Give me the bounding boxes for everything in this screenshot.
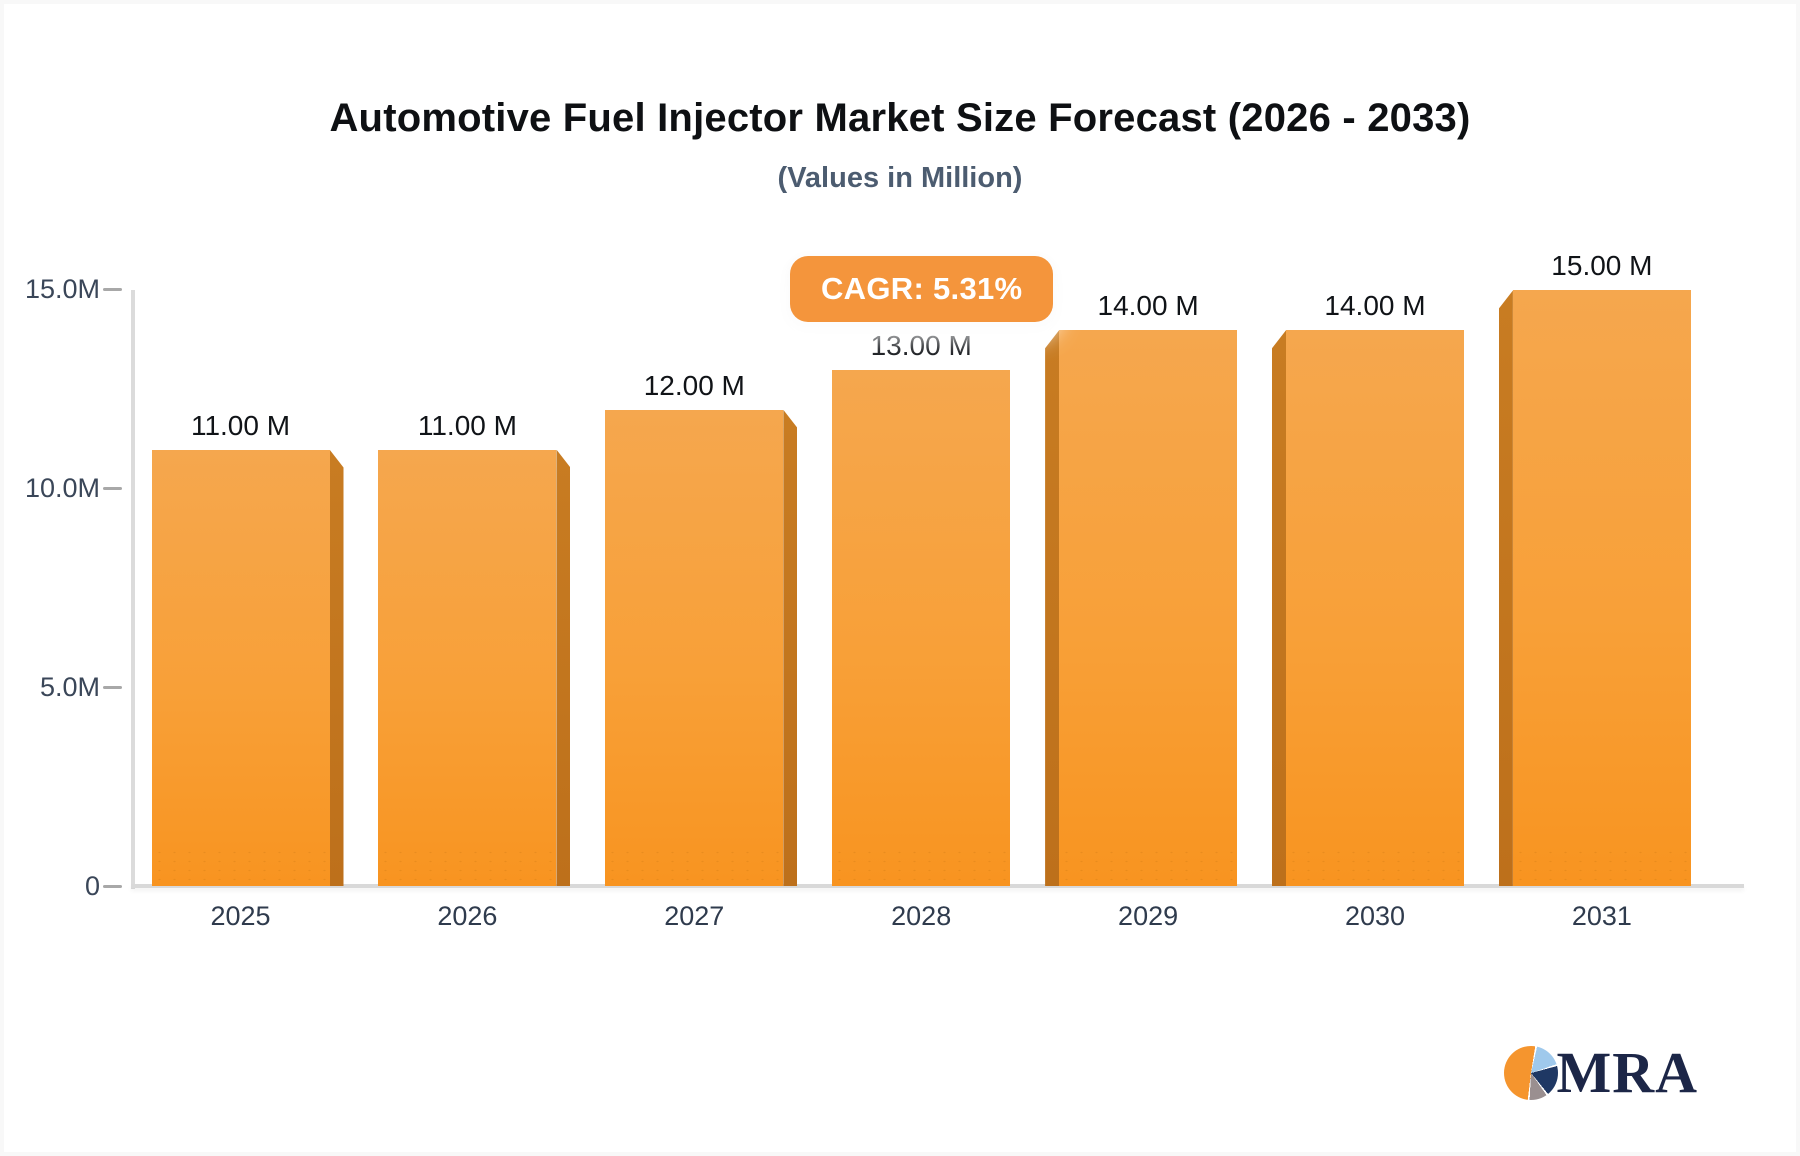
y-tick-label: 5.0M bbox=[39, 672, 100, 703]
bar-value-label: 12.00 M bbox=[643, 369, 745, 401]
logo-text: MRA bbox=[1556, 1040, 1698, 1105]
y-tick-mark bbox=[103, 288, 122, 292]
cagr-badge: CAGR: 5.31% bbox=[790, 256, 1054, 322]
y-tick-label: 10.0M bbox=[24, 473, 100, 504]
x-axis-label: 2028 bbox=[891, 901, 952, 931]
bar-3d-side bbox=[1272, 330, 1286, 886]
pie-chart-logo-icon bbox=[1504, 1046, 1559, 1100]
bar-2030 bbox=[1286, 330, 1464, 886]
y-tick-label: 15.0M bbox=[24, 274, 100, 305]
bar-2027 bbox=[605, 409, 784, 886]
chart-subtitle: (Values in Million) bbox=[777, 162, 1023, 194]
bar-2029 bbox=[1059, 330, 1238, 886]
y-axis-line bbox=[131, 290, 135, 889]
y-tick-mark bbox=[103, 487, 122, 491]
bar-3d-side bbox=[1498, 290, 1513, 886]
bar-value-label: 11.00 M bbox=[417, 409, 517, 441]
chart-title: Automotive Fuel Injector Market Size For… bbox=[329, 96, 1471, 140]
bar-2028 bbox=[832, 369, 1011, 886]
x-axis-label: 2030 bbox=[1344, 901, 1406, 931]
bar-3d-side bbox=[329, 449, 344, 886]
bar-value-label: 15.00 M bbox=[1551, 250, 1653, 282]
bar-3d-side bbox=[1045, 330, 1060, 886]
bar-value-label: 11.00 M bbox=[190, 409, 291, 441]
x-axis-label: 2031 bbox=[1571, 901, 1632, 931]
x-axis-baseline bbox=[131, 884, 1744, 888]
bar-2031 bbox=[1512, 290, 1691, 886]
bar-2025 bbox=[151, 449, 330, 886]
bar-value-label: 14.00 M bbox=[1324, 290, 1426, 322]
x-axis-label: 2029 bbox=[1118, 901, 1179, 931]
y-tick-mark bbox=[103, 885, 122, 888]
bar-value-label: 14.00 M bbox=[1097, 290, 1199, 322]
bar-3d-side bbox=[556, 449, 571, 886]
x-axis-label: 2026 bbox=[437, 901, 498, 931]
bar-2026 bbox=[378, 449, 557, 886]
y-tick-label: 0 bbox=[84, 871, 100, 901]
bar-3d-side bbox=[783, 409, 798, 886]
x-axis-label: 2027 bbox=[664, 901, 725, 931]
x-axis-label: 2025 bbox=[210, 901, 271, 931]
y-tick-mark bbox=[103, 686, 122, 690]
bar-value-label: 13.00 M bbox=[870, 329, 972, 361]
mra-logo: MRA bbox=[1504, 1040, 1698, 1105]
